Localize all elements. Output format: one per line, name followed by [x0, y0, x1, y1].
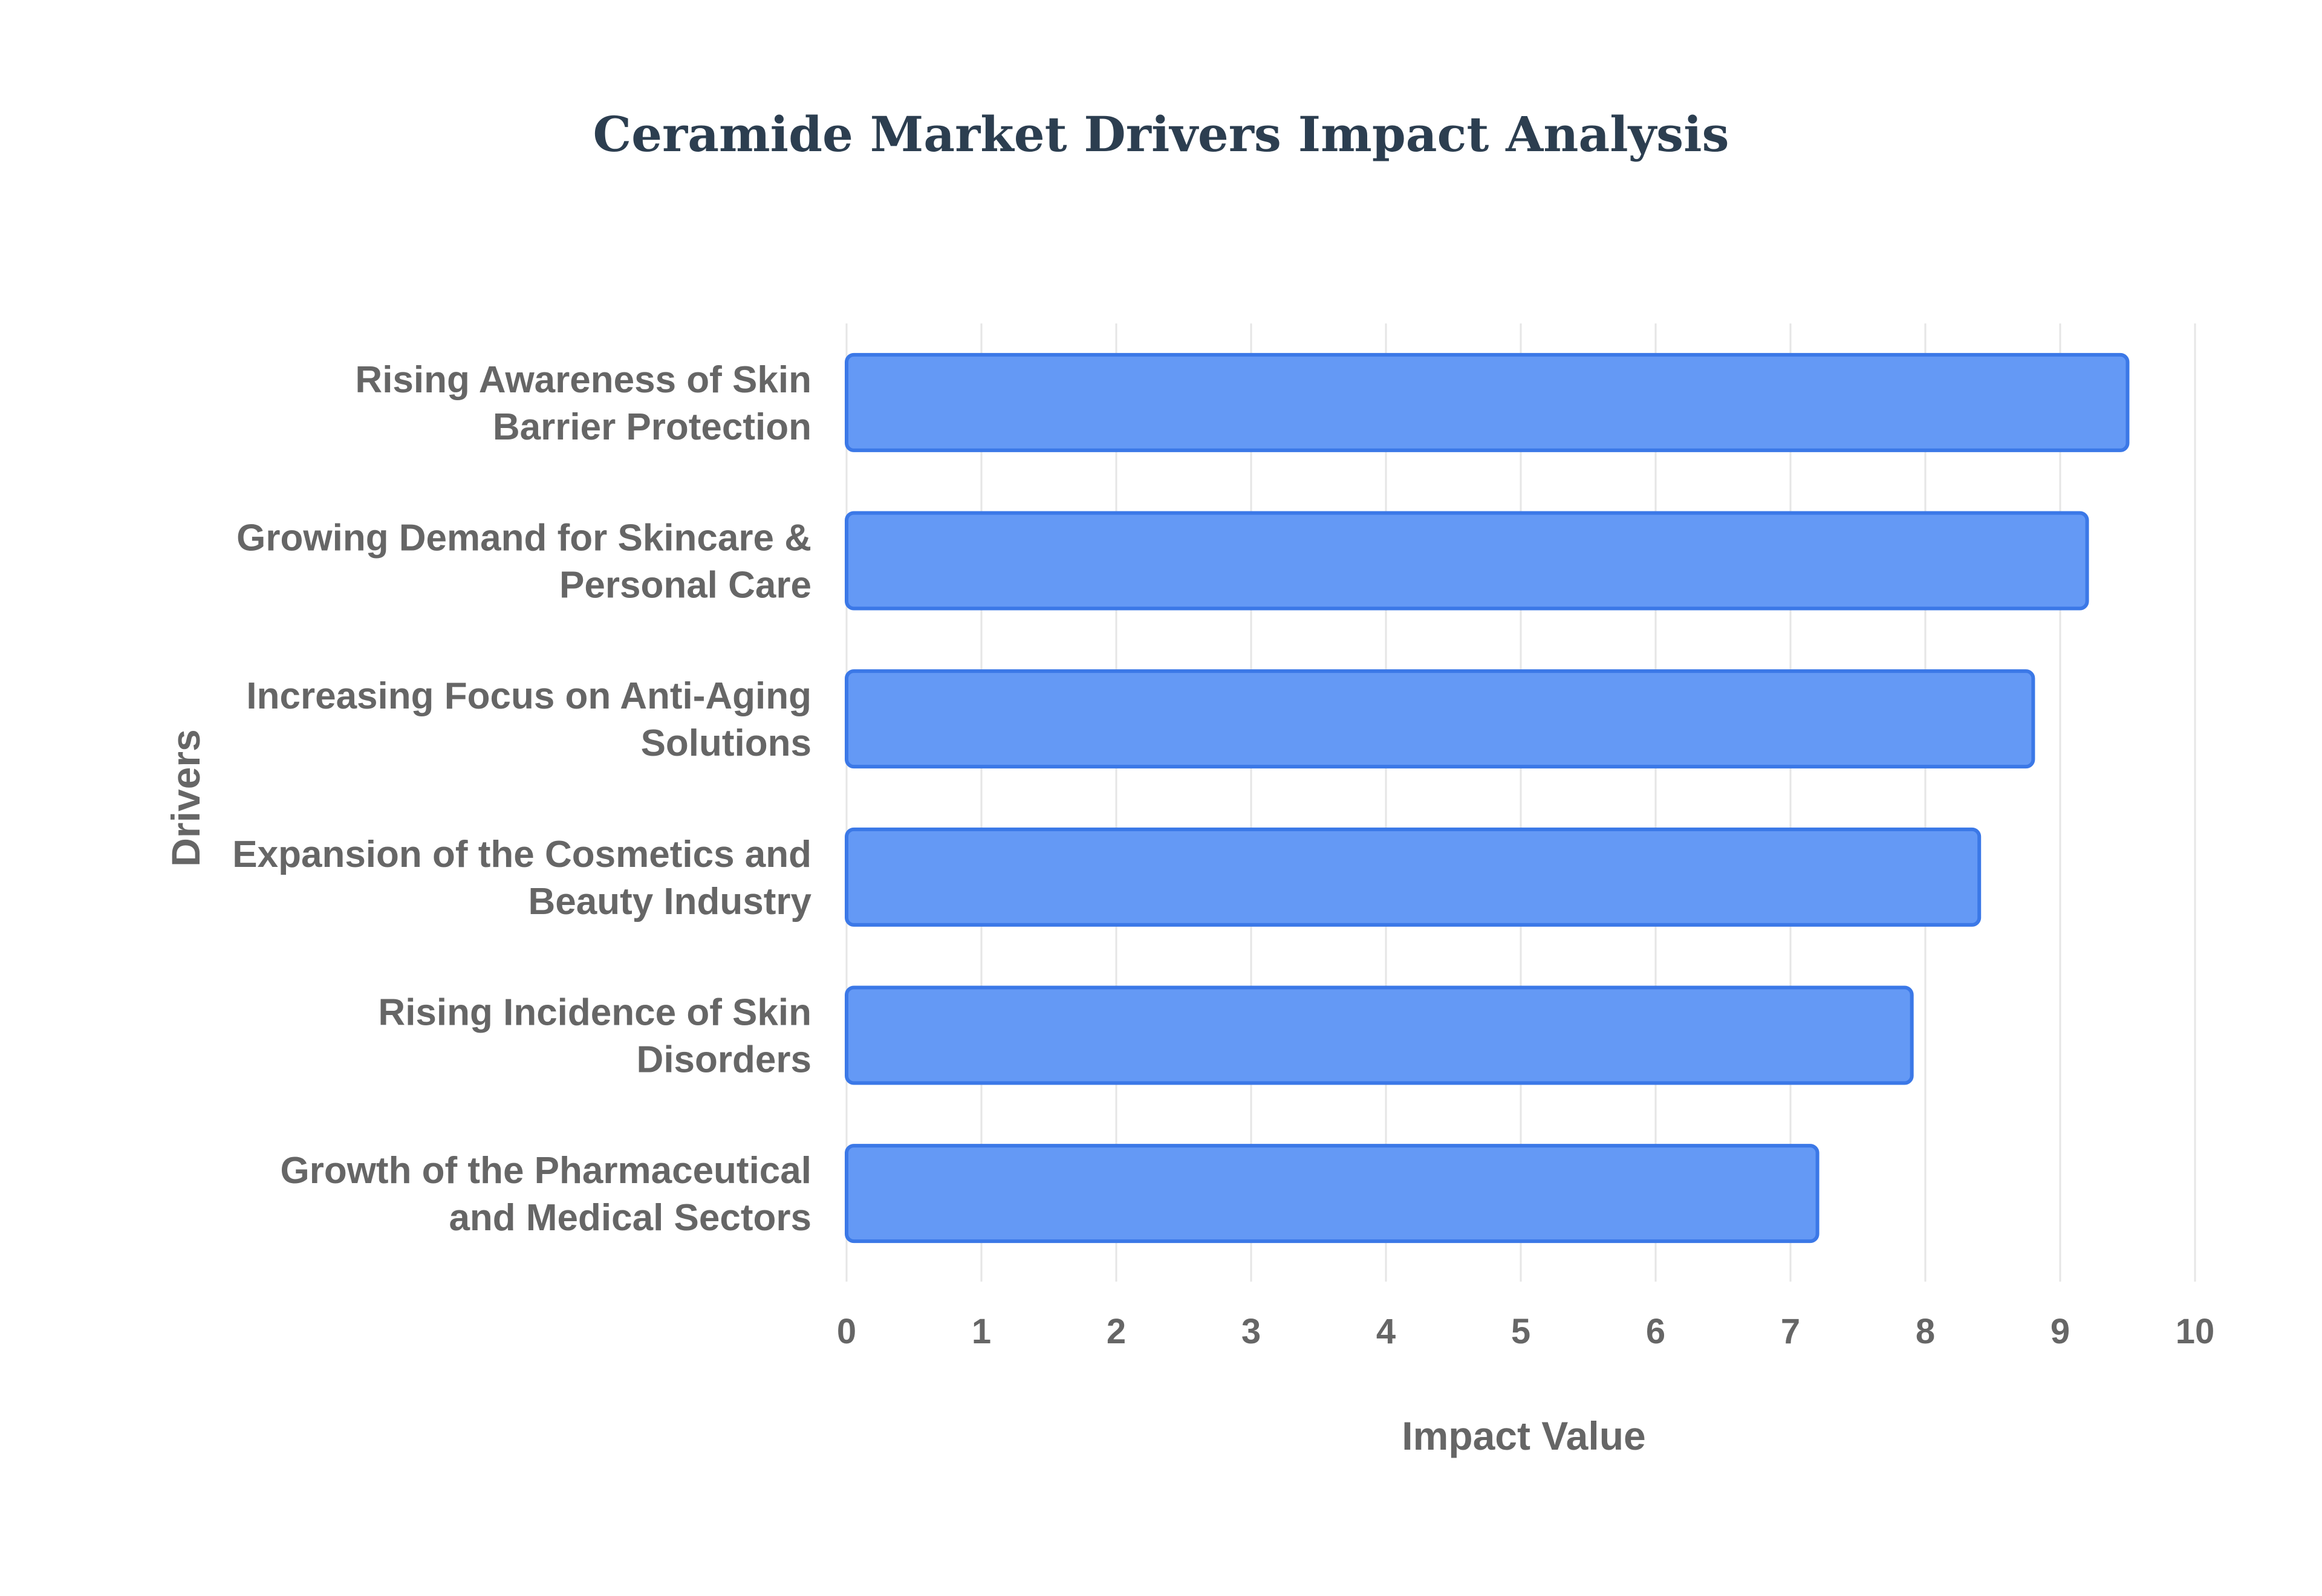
y-tick-label-line: Solutions [641, 722, 811, 764]
bar [845, 352, 2130, 452]
x-tick-label: 3 [1241, 1312, 1261, 1351]
y-tick-label-line: Rising Incidence of Skin [378, 992, 811, 1034]
y-axis-title: Drivers [163, 729, 208, 867]
x-tick-label: 5 [1511, 1312, 1530, 1351]
y-tick-label-line: and Medical Sectors [449, 1197, 811, 1239]
x-axis-title: Impact Value [1402, 1413, 1646, 1458]
x-tick-label: 7 [1781, 1312, 1800, 1351]
bars [845, 352, 2130, 1244]
y-tick-label-line: Barrier Protection [493, 406, 811, 448]
bar [845, 1144, 1820, 1244]
chart-title: Ceramide Market Drivers Impact Analysis [593, 106, 1729, 163]
y-axis-category-labels: Rising Awareness of Skin Barrier Protecti… [232, 359, 811, 1239]
y-tick-label-line: Increasing Focus on Anti-Aging [246, 675, 811, 717]
bar [845, 985, 1914, 1085]
grid-lines [845, 323, 2196, 1282]
y-tick-label-line: Rising Awareness of Skin [355, 359, 811, 401]
x-tick-label: 6 [1646, 1312, 1665, 1351]
y-tick-label: Expansion of the Cosmetics and Beauty Ind… [232, 834, 811, 923]
y-tick-label-line: Personal Care [559, 565, 811, 606]
bar [845, 669, 2035, 769]
x-tick-label: 9 [2050, 1312, 2070, 1351]
bar [845, 511, 2089, 611]
y-tick-label: Growth of the Pharmaceutical and Medical … [280, 1150, 811, 1239]
x-tick-label: 0 [837, 1312, 856, 1351]
x-tick-label: 10 [2176, 1312, 2215, 1351]
bar [845, 827, 1982, 927]
x-tick-label: 4 [1376, 1312, 1396, 1351]
y-tick-label: Rising Awareness of Skin Barrier Protecti… [355, 359, 811, 448]
y-tick-label-line: Disorders [637, 1039, 811, 1081]
x-axis-tick-labels: 0 1 2 3 4 5 6 7 8 9 10 [837, 1312, 2214, 1351]
x-tick-label: 8 [1916, 1312, 1935, 1351]
y-tick-label-line: Growth of the Pharmaceutical [280, 1150, 811, 1192]
y-tick-label: Increasing Focus on Anti-Aging Solutions [246, 675, 811, 764]
y-tick-label-line: Beauty Industry [528, 881, 811, 923]
y-tick-label-line: Growing Demand for Skincare & [236, 517, 811, 559]
y-tick-label-line: Expansion of the Cosmetics and [232, 834, 811, 875]
x-tick-label: 2 [1107, 1312, 1126, 1351]
x-tick-label: 1 [972, 1312, 991, 1351]
y-tick-label: Growing Demand for Skincare & Personal Ca… [236, 517, 811, 606]
y-tick-label: Rising Incidence of Skin Disorders [378, 992, 811, 1081]
